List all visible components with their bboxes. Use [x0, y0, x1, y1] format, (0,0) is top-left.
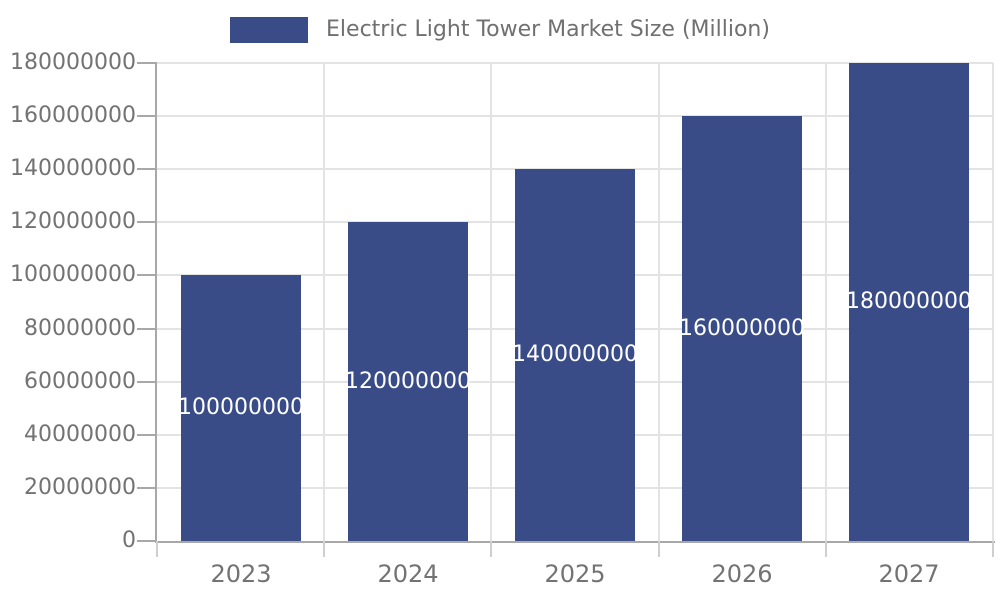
y-axis-tick	[137, 327, 157, 330]
x-axis-label: 2025	[544, 560, 606, 588]
y-axis-label: 160000000	[10, 103, 136, 129]
y-axis-label: 0	[122, 528, 136, 553]
y-axis-tick	[137, 221, 157, 224]
legend[interactable]: Electric Light Tower Market Size (Millio…	[0, 16, 1000, 43]
x-axis-tick	[658, 541, 660, 557]
h-gridline	[157, 62, 993, 64]
x-axis-label: 2023	[210, 560, 272, 588]
x-axis-tick	[323, 541, 325, 557]
legend-label: Electric Light Tower Market Size (Millio…	[326, 17, 770, 42]
x-axis-label: 2026	[711, 560, 773, 588]
y-axis-label: 100000000	[10, 262, 136, 288]
x-axis-line	[155, 541, 995, 543]
y-axis-tick	[137, 115, 157, 118]
y-axis-label: 60000000	[24, 368, 136, 394]
y-axis-label: 40000000	[24, 421, 136, 447]
bar[interactable]	[849, 63, 969, 541]
y-axis-label: 20000000	[24, 474, 136, 500]
y-axis-tick	[137, 486, 157, 489]
y-axis-tick	[137, 433, 157, 436]
y-axis-label: 80000000	[24, 315, 136, 341]
y-axis-label: 140000000	[10, 156, 136, 182]
bar[interactable]	[181, 275, 301, 541]
x-axis-tick	[490, 541, 492, 557]
y-axis-line	[155, 63, 157, 543]
y-axis-tick	[137, 62, 157, 64]
bar[interactable]	[515, 169, 635, 541]
bar[interactable]	[682, 116, 802, 541]
x-axis-tick	[825, 541, 827, 557]
v-gridline	[323, 63, 325, 541]
y-axis-label: 180000000	[10, 50, 136, 75]
legend-swatch-icon[interactable]	[230, 16, 309, 43]
y-axis-tick	[137, 168, 157, 171]
v-gridline	[992, 63, 994, 541]
x-axis-tick	[992, 541, 994, 557]
bar[interactable]	[348, 222, 468, 541]
v-gridline	[825, 63, 827, 541]
h-gridline	[157, 115, 993, 118]
y-axis-tick	[137, 274, 157, 277]
x-axis-tick	[156, 541, 158, 557]
x-axis-label: 2027	[878, 560, 940, 588]
x-axis-label: 2024	[377, 560, 439, 588]
y-axis-tick	[137, 540, 157, 542]
y-axis-label: 120000000	[10, 209, 136, 235]
plot-area: 100000000 120000000 140000000 160000000 1800…	[137, 62, 995, 557]
v-gridline	[490, 63, 492, 541]
y-axis-tick	[137, 380, 157, 383]
v-gridline	[658, 63, 660, 541]
